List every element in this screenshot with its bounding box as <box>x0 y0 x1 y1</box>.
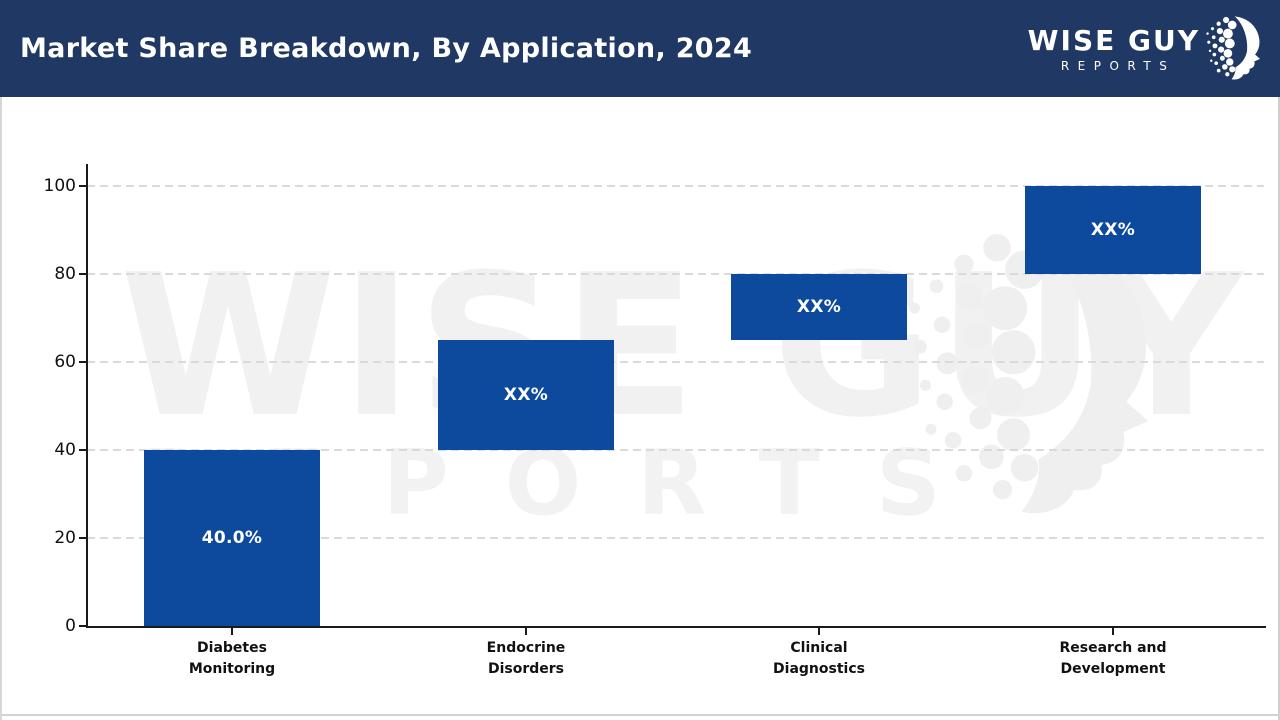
gridline <box>87 449 1264 451</box>
x-axis-line <box>86 626 1266 628</box>
bar-segment: XX% <box>731 274 907 340</box>
x-category-label: Diabetes Monitoring <box>112 638 352 680</box>
logo-wordmark: WISE GUY <box>1027 23 1200 57</box>
x-category-line: Diabetes <box>197 640 267 656</box>
page-title: Market Share Breakdown, By Application, … <box>20 33 753 64</box>
y-tick-label: 0 <box>65 616 76 636</box>
bar-chart: 0 20 40 60 80 100 40.0% XX% XX% XX% Diabetes Moni… <box>2 97 1278 720</box>
x-category-line: Clinical <box>790 640 848 656</box>
x-tick-mark <box>525 628 527 635</box>
x-category-line: Monitoring <box>188 661 276 677</box>
x-tick-mark <box>818 628 820 635</box>
gridline <box>87 185 1264 187</box>
y-tick-label: 20 <box>54 528 76 548</box>
header: Market Share Breakdown, By Application, … <box>0 0 1280 97</box>
wiseguy-logo: WISE GUY REPORTS <box>1028 4 1268 94</box>
gridline <box>87 361 1264 363</box>
x-category-line: Research and <box>1059 640 1167 656</box>
x-tick-mark <box>231 628 233 635</box>
wiseguy-face-icon <box>1206 16 1260 80</box>
gridline <box>87 273 1264 275</box>
y-tick-label: 80 <box>54 264 76 284</box>
y-tick-label: 100 <box>43 176 76 196</box>
y-tick-mark <box>79 537 87 539</box>
x-category-label: Clinical Diagnostics <box>699 638 939 680</box>
y-tick-mark <box>79 361 87 363</box>
bar-segment: XX% <box>438 340 614 450</box>
y-tick-mark <box>79 185 87 187</box>
y-tick-mark <box>79 449 87 451</box>
bar-segment: 40.0% <box>144 450 320 626</box>
bar-value-label: XX% <box>796 297 842 317</box>
x-category-label: Research and Development <box>993 638 1233 680</box>
x-category-line: Diagnostics <box>773 661 865 677</box>
logo-text: WISE GUY REPORTS <box>1027 23 1200 73</box>
chart-panel: WISE GUY REPORTS 0 20 40 60 80 100 40.0% XX% XX… <box>0 97 1280 720</box>
panel-bottom-border <box>2 714 1280 716</box>
y-tick-label: 40 <box>54 440 76 460</box>
y-tick-label: 60 <box>54 352 76 372</box>
logo-subtext: REPORTS <box>1060 58 1176 73</box>
x-category-line: Development <box>1060 661 1166 677</box>
bar-value-label: 40.0% <box>201 528 263 548</box>
x-category-label: Endocrine Disorders <box>406 638 646 680</box>
y-tick-mark <box>79 625 87 627</box>
x-tick-mark <box>1112 628 1114 635</box>
bar-segment: XX% <box>1025 186 1201 274</box>
bar-value-label: XX% <box>503 385 549 405</box>
x-category-line: Endocrine <box>486 640 566 656</box>
x-category-line: Disorders <box>487 661 565 677</box>
y-tick-mark <box>79 273 87 275</box>
y-axis-line <box>86 164 88 628</box>
gridline <box>87 537 1264 539</box>
bar-value-label: XX% <box>1090 220 1136 240</box>
